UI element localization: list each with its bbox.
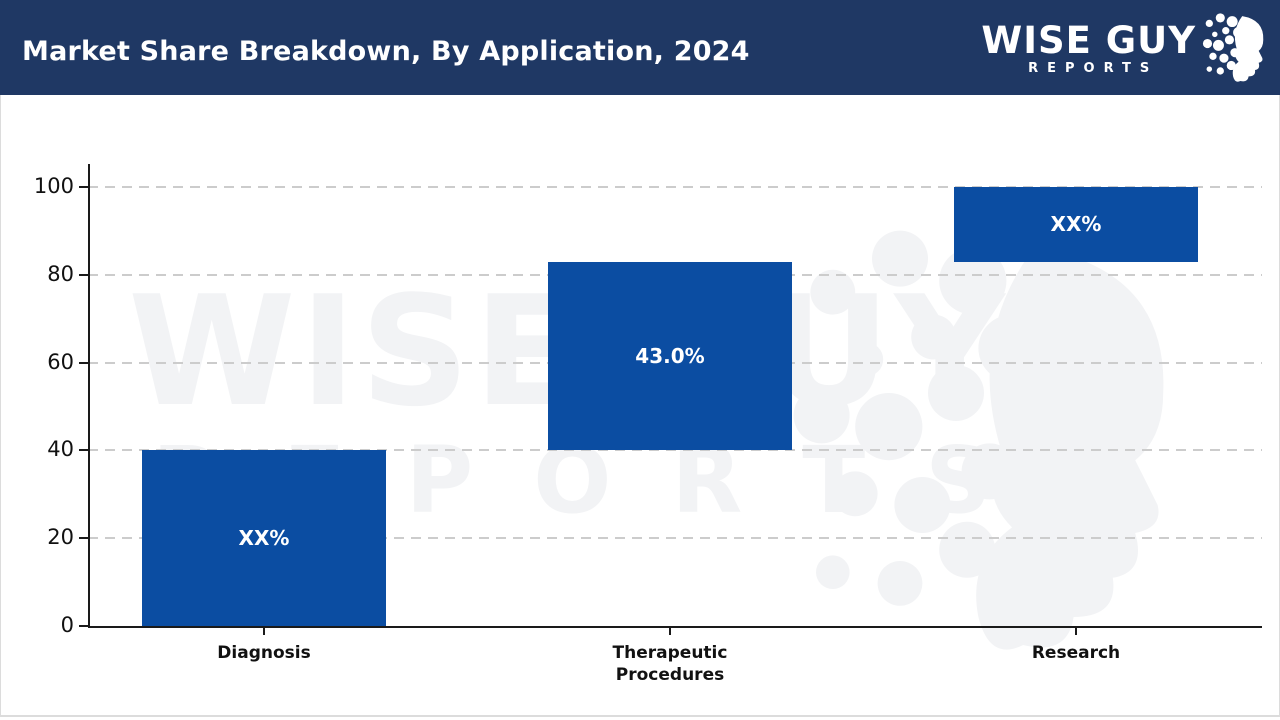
bar-therapeutic-procedures: 43.0% bbox=[548, 261, 792, 451]
y-tick-label: 80 bbox=[47, 261, 74, 286]
bar-value-label: 43.0% bbox=[635, 344, 705, 368]
y-tick-label: 60 bbox=[47, 349, 74, 374]
y-gridline bbox=[88, 449, 1262, 452]
x-tick-mark bbox=[263, 628, 265, 635]
dotted-head-icon bbox=[1202, 12, 1264, 82]
y-gridline bbox=[88, 537, 1262, 540]
bar-diagnosis: XX% bbox=[142, 450, 386, 626]
bar-research: XX% bbox=[954, 187, 1198, 262]
x-tick-mark bbox=[669, 628, 671, 635]
x-category-label: Research bbox=[1031, 643, 1121, 663]
bar-value-label: XX% bbox=[238, 526, 290, 551]
left-hairline bbox=[0, 95, 1, 717]
bottom-hairline bbox=[0, 715, 1280, 717]
logo-text: WISE GUY REPORTS bbox=[981, 18, 1196, 76]
y-tick-mark bbox=[79, 449, 88, 452]
x-category-label: Therapeutic Procedures bbox=[612, 643, 728, 685]
plot-area: WISE GUY R E P O R T S 0 20 40 60 80 100 XX% Di… bbox=[0, 95, 1280, 720]
y-tick-mark bbox=[79, 625, 88, 627]
y-tick-mark bbox=[79, 273, 88, 276]
y-tick-mark bbox=[79, 537, 88, 540]
y-tick-label: 40 bbox=[47, 437, 74, 462]
chart-title: Market Share Breakdown, By Application, … bbox=[22, 36, 750, 67]
x-tick-mark bbox=[1075, 628, 1077, 635]
x-axis-spine bbox=[88, 626, 1262, 628]
y-gridline bbox=[88, 186, 1262, 188]
y-tick-label: 0 bbox=[60, 613, 74, 637]
y-axis-spine bbox=[88, 164, 90, 628]
y-tick-label: 20 bbox=[47, 525, 74, 550]
logo-wordmark: WISE GUY bbox=[981, 18, 1196, 62]
wise-guy-reports-logo: WISE GUY REPORTS bbox=[981, 10, 1266, 88]
y-tick-mark bbox=[79, 186, 88, 188]
logo-subtitle: REPORTS bbox=[1028, 60, 1159, 76]
header-bar: Market Share Breakdown, By Application, … bbox=[0, 0, 1280, 95]
x-category-label: Diagnosis bbox=[217, 643, 311, 663]
y-tick-label: 100 bbox=[33, 174, 74, 198]
watermark-head-icon bbox=[793, 230, 1164, 650]
bar-value-label: XX% bbox=[1050, 212, 1102, 237]
y-tick-mark bbox=[79, 361, 88, 364]
